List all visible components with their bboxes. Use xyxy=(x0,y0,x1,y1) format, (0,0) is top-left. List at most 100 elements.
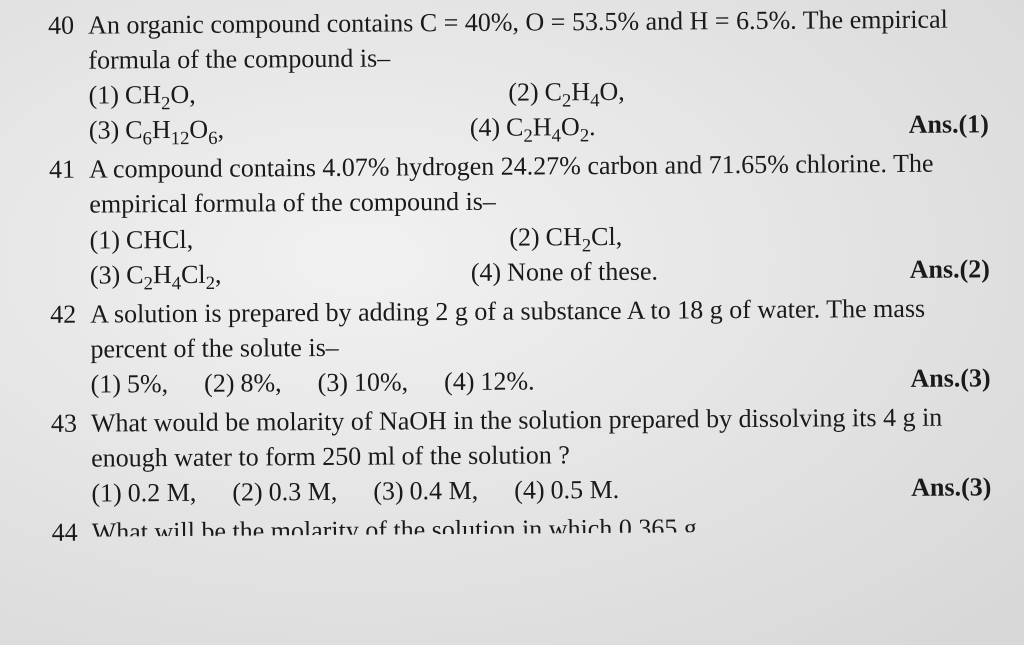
subscript: 12 xyxy=(171,128,190,149)
question-text: What would be molarity of NaOH in the so… xyxy=(91,399,997,476)
formula-text: H xyxy=(153,260,172,289)
option-label: (2) xyxy=(232,475,269,510)
option-value: 8%, xyxy=(240,365,281,400)
option-value: C6H12O6, xyxy=(125,112,224,148)
question-head: 42A solution is prepared by adding 2 g o… xyxy=(32,290,996,367)
formula-text: 12%. xyxy=(480,366,534,395)
formula-text: H xyxy=(533,113,552,142)
option-value: C2H4O, xyxy=(544,74,624,110)
option: (4)None of these. xyxy=(471,252,852,290)
option-label: (3) xyxy=(90,257,127,292)
option-label: (1) xyxy=(89,222,126,257)
options-row: (3)C2H4Cl2,(4)None of these.Ans.(2) xyxy=(90,251,996,292)
formula-text: O xyxy=(189,115,208,144)
formula-text: , xyxy=(215,259,222,288)
answer: Ans.(3) xyxy=(910,360,996,396)
option: (2)CH2Cl, xyxy=(509,216,929,254)
question-number: 42 xyxy=(32,296,90,331)
option-label: (4) xyxy=(444,364,481,399)
page: 40An organic compound contains C = 40%, … xyxy=(30,1,998,550)
option: (1)CH2O, xyxy=(88,75,508,113)
formula-text: H xyxy=(571,77,590,106)
subscript: 4 xyxy=(590,90,600,111)
formula-text: None of these. xyxy=(507,256,658,286)
option-value: 0.4 M, xyxy=(409,473,478,509)
option-value: None of these. xyxy=(507,253,658,289)
formula-text: 8%, xyxy=(240,368,281,397)
formula-text: O xyxy=(561,112,580,141)
formula-text: H xyxy=(152,115,171,144)
option-label: (1) xyxy=(91,476,128,511)
formula-text: O, xyxy=(599,77,624,106)
subscript: 2 xyxy=(206,273,216,294)
question-number: 43 xyxy=(33,406,91,441)
option-label: (2) xyxy=(509,219,546,254)
question-text: A solution is prepared by adding 2 g of … xyxy=(90,290,996,367)
option-value: CHCl, xyxy=(126,221,193,257)
option: (3)0.4 M, xyxy=(373,473,490,509)
option-label: (3) xyxy=(373,474,410,509)
subscript: 2 xyxy=(582,235,592,256)
formula-text: . xyxy=(589,112,596,141)
option-value: 5%, xyxy=(127,366,168,401)
option-value: 10%, xyxy=(354,364,408,399)
question-cutoff: 44What will be the molarity of the solut… xyxy=(34,509,998,551)
subscript: 6 xyxy=(143,129,153,150)
answer: Ans.(3) xyxy=(911,469,997,505)
option: (4)C2H4O2. xyxy=(470,108,851,146)
question: 41A compound contains 4.07% hydrogen 24.… xyxy=(31,146,996,293)
formula-text: CH xyxy=(125,80,161,109)
formula-text: 10%, xyxy=(354,367,408,396)
option-value: C2H4Cl2, xyxy=(126,256,222,292)
option-label: (4) xyxy=(514,473,551,508)
subscript: 2 xyxy=(523,126,533,147)
question-number: 41 xyxy=(31,152,89,187)
option-label: (1) xyxy=(91,366,128,401)
option-label: (4) xyxy=(470,110,507,145)
formula-text: C xyxy=(125,115,143,144)
subscript: 6 xyxy=(208,128,218,149)
formula-text: C xyxy=(126,260,144,289)
answer: Ans.(1) xyxy=(909,107,995,143)
formula-text: CHCl, xyxy=(126,224,193,253)
option: (4)0.5 M. xyxy=(514,472,631,508)
formula-text: C xyxy=(506,113,524,142)
formula-text: 0.2 M, xyxy=(128,478,197,507)
subscript: 2 xyxy=(562,91,572,112)
subscript: 2 xyxy=(580,126,590,147)
question-number: 40 xyxy=(30,8,88,43)
option: (3)10%, xyxy=(317,364,420,400)
option-label: (2) xyxy=(508,75,545,110)
formula-text: 0.4 M, xyxy=(410,476,479,505)
question-text: A compound contains 4.07% hydrogen 24.27… xyxy=(89,146,995,223)
option-label: (3) xyxy=(317,365,354,400)
answer: Ans.(2) xyxy=(910,251,996,287)
subscript: 4 xyxy=(552,126,562,147)
formula-text: 5%, xyxy=(127,369,168,398)
formula-text: CH xyxy=(546,222,582,251)
question: 42A solution is prepared by adding 2 g o… xyxy=(32,290,997,402)
question-head: 43What would be molarity of NaOH in the … xyxy=(33,399,997,476)
option: (2)8%, xyxy=(204,365,294,401)
option-value: C2H4O2. xyxy=(506,109,596,145)
option: (2)C2H4O, xyxy=(508,72,928,110)
subscript: 2 xyxy=(144,273,154,294)
option-label: (2) xyxy=(204,365,241,400)
formula-text: , xyxy=(217,115,224,144)
option-value: 0.3 M, xyxy=(269,474,338,510)
formula-text: Cl xyxy=(181,259,206,288)
question-text: What will be the molarity of the solutio… xyxy=(92,509,998,537)
formula-text: O, xyxy=(170,80,195,109)
formula-text: 0.3 M, xyxy=(269,477,338,506)
options-row: (1)0.2 M, (2)0.3 M, (3)0.4 M, (4)0.5 M. Ans.… xyxy=(91,469,997,510)
option-label: (3) xyxy=(89,113,126,148)
question-head: 40An organic compound contains C = 40%, … xyxy=(30,1,994,78)
option-label: (4) xyxy=(471,254,508,289)
options-row: (1)5%, (2)8%, (3)10%, (4)12%. Ans.(3) xyxy=(91,360,997,401)
option: (1)CHCl, xyxy=(89,219,509,257)
option: (1)0.2 M, xyxy=(91,475,208,511)
option-value: 12%. xyxy=(480,363,534,398)
option-value: 0.5 M. xyxy=(550,472,619,508)
option: (3)C2H4Cl2, xyxy=(90,255,471,293)
question: 40An organic compound contains C = 40%, … xyxy=(30,1,995,148)
